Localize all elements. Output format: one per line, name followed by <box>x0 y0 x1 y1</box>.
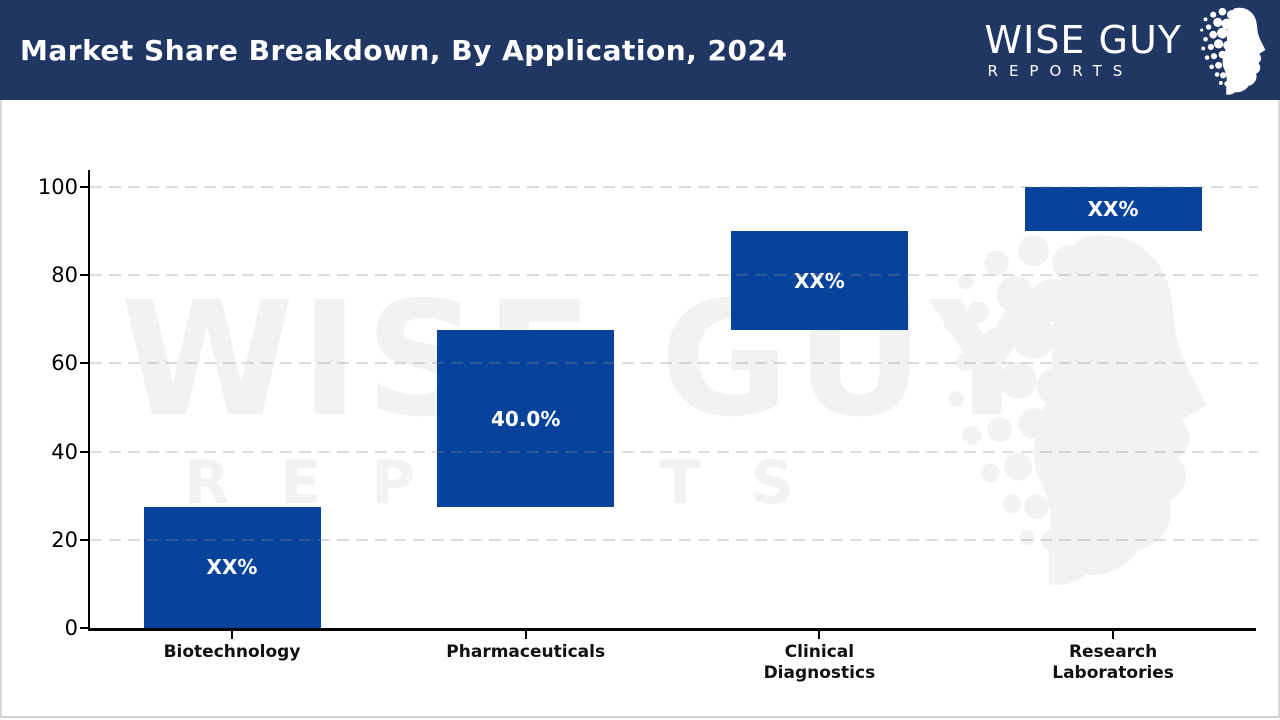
x-tick <box>524 631 527 639</box>
bar-value-label: XX% <box>206 555 258 580</box>
x-tick <box>1112 631 1115 639</box>
logo-wordmark: WISE GUY <box>984 18 1182 62</box>
y-tick-80 <box>80 274 88 277</box>
y-axis-line <box>88 170 90 631</box>
bar-clinical-diagnostics: XX% <box>730 231 908 331</box>
wiseguy-head-icon <box>1184 4 1270 96</box>
y-tick-label: 60 <box>51 351 78 376</box>
x-tick <box>231 631 233 639</box>
chart-area: WISE GUY REPORTS 020406080100XX%Biotechn… <box>0 100 1280 718</box>
x-category-label: Pharmaceuticals <box>446 642 606 662</box>
y-tick-0 <box>80 627 88 629</box>
y-tick-label: 20 <box>51 527 78 552</box>
header: Market Share Breakdown, By Application, … <box>0 0 1280 100</box>
x-axis-line <box>88 628 1256 631</box>
x-category-label: Biotechnology <box>163 642 301 662</box>
y-tick-label: 100 <box>37 175 78 199</box>
y-tick-60 <box>80 362 88 365</box>
logo-subtext: REPORTS <box>987 62 1134 80</box>
gridline-80 <box>90 274 1258 277</box>
y-tick-label: 80 <box>51 263 78 288</box>
gridline-20 <box>90 538 1258 541</box>
bar-value-label: 40.0% <box>490 406 561 431</box>
bar-value-label: XX% <box>793 268 845 293</box>
bar-research-laboratories: XX% <box>1024 187 1202 232</box>
logo-text: WISE GUY REPORTS <box>985 20 1182 80</box>
x-tick <box>818 631 821 639</box>
page-title: Market Share Breakdown, By Application, … <box>20 33 788 67</box>
y-tick-20 <box>80 538 88 541</box>
y-tick-label: 0 <box>64 616 78 640</box>
bar-pharmaceuticals: 40.0% <box>437 330 615 507</box>
y-tick-40 <box>80 450 88 453</box>
gridline-100 <box>90 186 1258 188</box>
x-category-label: Clinical Diagnostics <box>763 642 876 683</box>
bar-biotechnology: XX% <box>143 506 321 628</box>
wiseguy-logo: WISE GUY REPORTS <box>985 0 1270 100</box>
gridline-40 <box>90 450 1258 453</box>
bar-value-label: XX% <box>1087 197 1139 222</box>
x-category-label: Research Laboratories <box>1052 642 1174 683</box>
gridline-60 <box>90 362 1258 365</box>
y-tick-100 <box>80 186 88 188</box>
y-tick-label: 40 <box>51 439 78 464</box>
